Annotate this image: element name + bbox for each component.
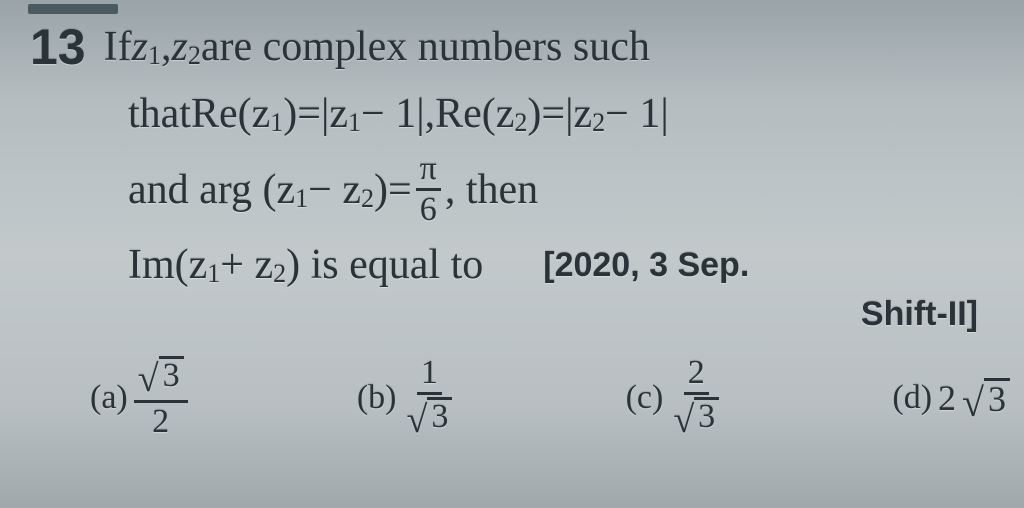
question-line-5: Shift-II] [128,295,978,334]
arg-minus: − z [308,166,361,214]
re1-minus1: − 1| [361,90,425,138]
option-b-sqrt: √ 3 [406,397,452,434]
option-d-sqrt: √ 3 [962,378,1010,417]
im-sub1: 1 [207,259,220,289]
z2: z [171,23,187,71]
question-line-1: 13 If z 1 , z 2 are complex numbers such [30,18,994,76]
z1-sub: 1 [148,41,161,71]
option-c-label: (c) [626,379,664,417]
option-c-radicand: 3 [694,397,719,434]
year-tag: [2020, 3 Sep. [543,246,749,285]
pi-num: π [416,152,441,191]
re2-open: Re(z [435,90,514,138]
text-are-complex: are complex numbers such [201,23,650,71]
radical-icon: √ [406,407,427,434]
comma1: , [161,23,172,71]
z2-sub: 2 [188,41,201,71]
text-then: , then [445,166,538,214]
option-d-label: (d) [892,379,932,417]
re2-close: )=|z [527,90,592,138]
re2-abs-sub: 2 [592,108,605,138]
option-b-radicand: 3 [427,397,452,434]
option-a-den: 2 [148,403,173,439]
radical-icon: √ [138,366,159,393]
option-c-den: √ 3 [669,395,723,439]
option-a-frac: √ 3 2 [134,356,188,439]
sep: , [425,90,436,138]
arg-close-eq: )= [374,166,412,214]
option-b-den: √ 3 [402,395,456,439]
re1-sub: 1 [270,108,283,138]
re2-sub: 2 [514,108,527,138]
option-d[interactable]: (d) 2 √ 3 [892,377,1010,419]
option-c[interactable]: (c) 2 √ 3 [626,356,724,439]
text-that: that [128,90,191,138]
radical-icon: √ [673,407,694,434]
im-plus: + z [220,241,273,289]
option-b-label: (b) [357,379,397,417]
question-page: 13 If z 1 , z 2 are complex numbers such… [0,0,1024,439]
question-line-4: Im(z 1 + z 2 ) is equal to [2020, 3 Sep. [128,241,994,289]
qnum-bar [28,4,118,14]
shift-tag: Shift-II] [861,295,978,334]
option-d-radicand: 3 [984,378,1010,417]
im-close: ) is equal to [286,241,483,289]
option-b-num: 1 [417,356,442,395]
option-c-frac: 2 √ 3 [669,356,723,439]
arg-sub2: 2 [361,184,374,214]
im-open: Im(z [128,241,207,289]
re1-close: )=|z [283,90,348,138]
option-b[interactable]: (b) 1 √ 3 [357,356,457,439]
option-a[interactable]: (a) √ 3 2 [90,356,188,439]
text-if: If [104,23,132,71]
re1-abs-sub: 1 [348,108,361,138]
option-a-sqrt: √ 3 [138,356,184,393]
option-a-num: √ 3 [134,356,188,403]
option-a-label: (a) [90,379,128,417]
im-sub2: 2 [273,259,286,289]
re2-minus1: − 1| [605,90,669,138]
text-and-arg: and arg (z [128,166,295,214]
options-row: (a) √ 3 2 (b) 1 √ 3 [90,356,1010,439]
option-d-coef: 2 [938,377,956,419]
option-b-frac: 1 √ 3 [402,356,456,439]
z1: z [132,23,148,71]
pi-den: 6 [416,191,441,227]
re1-open: Re(z [191,90,270,138]
option-c-sqrt: √ 3 [673,397,719,434]
option-a-radicand: 3 [159,356,184,393]
qnum-text: 13 [30,19,86,75]
question-line-2: that Re(z 1 )=|z 1 − 1| , Re(z 2 )=|z 2 … [128,90,994,138]
question-number: 13 [30,18,86,76]
option-c-num: 2 [684,356,709,395]
pi-over-6: π 6 [416,152,441,227]
question-line-3: and arg (z 1 − z 2 )= π 6 , then [128,152,994,227]
radical-icon: √ [962,389,984,417]
arg-sub1: 1 [295,184,308,214]
